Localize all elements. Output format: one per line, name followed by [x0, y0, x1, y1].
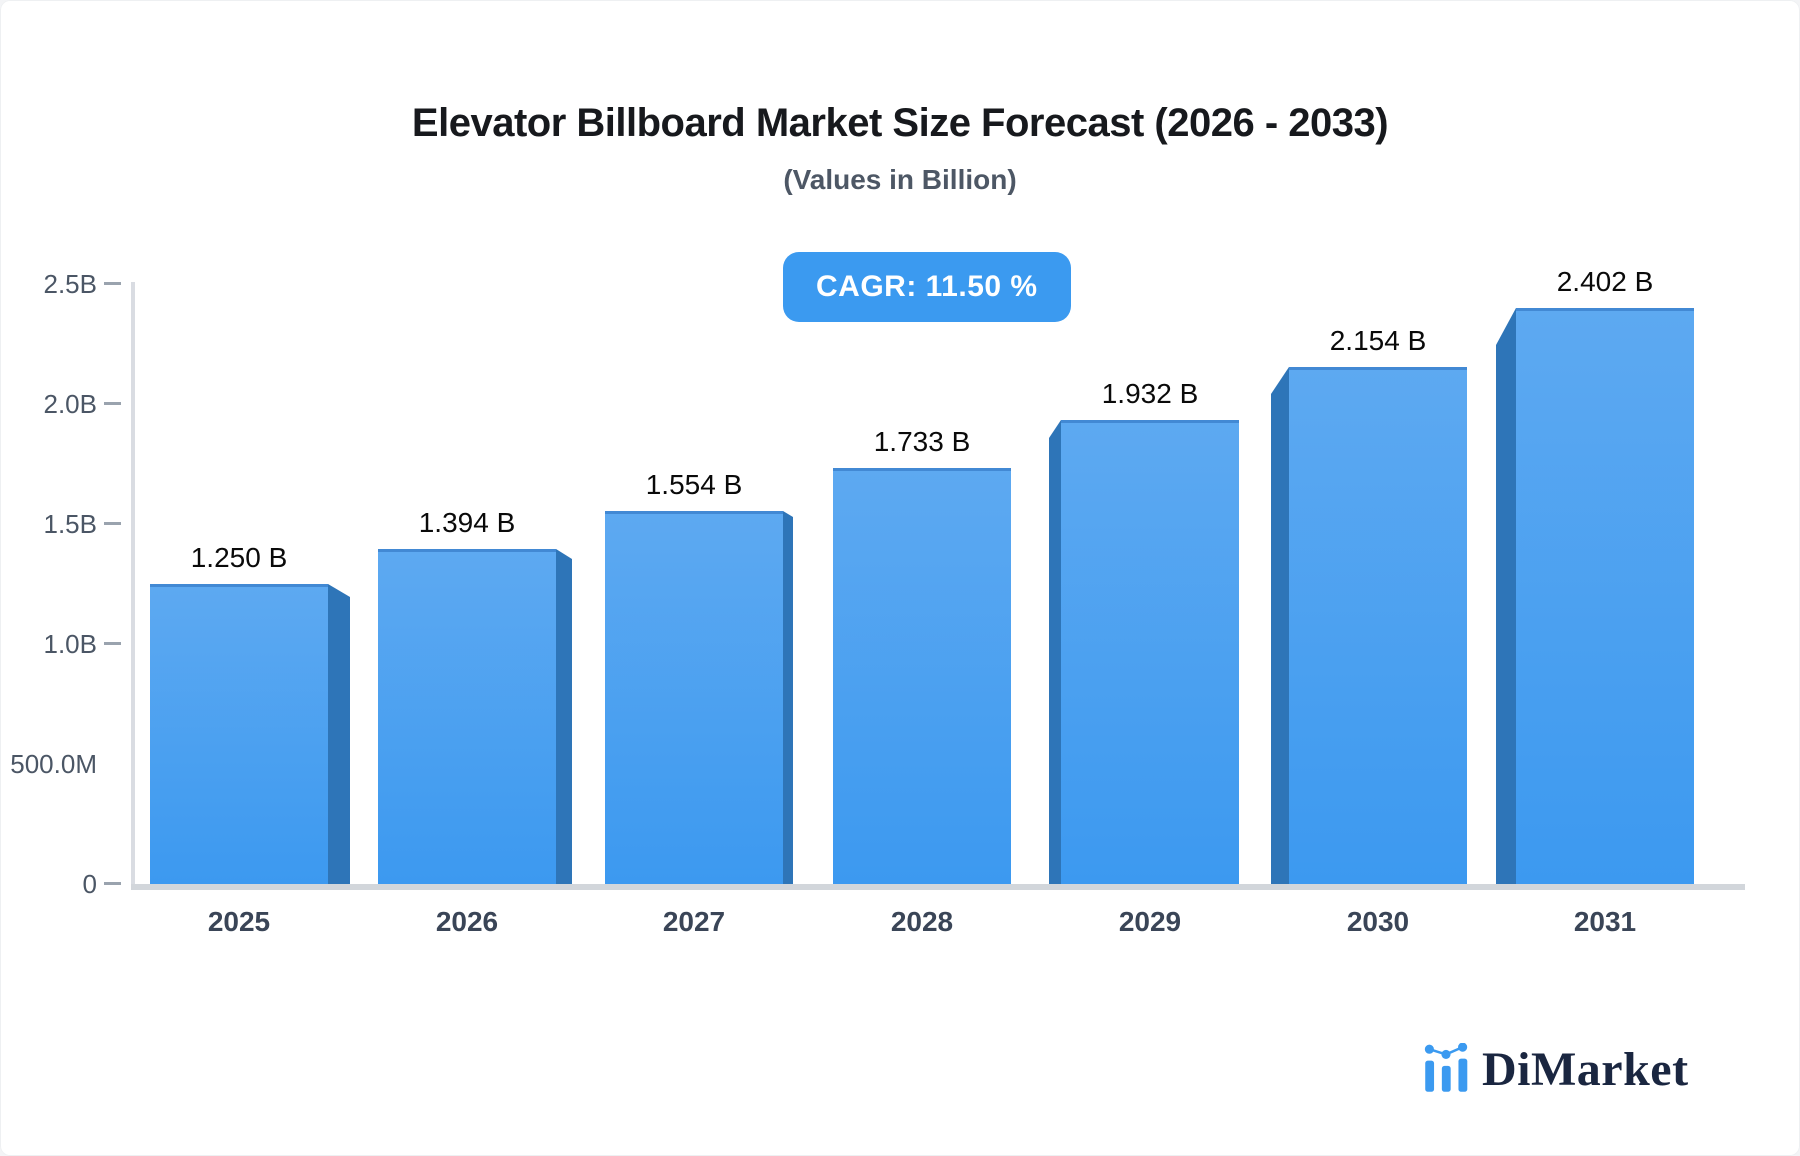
y-axis-tick — [104, 402, 121, 405]
bar-face — [1516, 308, 1694, 884]
bar-value-label: 1.394 B — [418, 507, 516, 538]
y-axis-label: 0 — [82, 869, 97, 899]
bar-face — [150, 584, 328, 884]
bar-value-label: 1.250 B — [190, 542, 288, 573]
bar-value-label: 1.733 B — [873, 426, 971, 457]
bar-value-label: 1.932 B — [1101, 378, 1199, 409]
bar-value-label: 2.154 B — [1329, 325, 1427, 356]
x-axis-label: 2028 — [890, 906, 954, 937]
bar-face — [605, 511, 783, 884]
y-axis-tick — [104, 522, 121, 525]
x-axis-label: 2029 — [1118, 906, 1182, 937]
bar-face — [833, 468, 1011, 884]
chart-subtitle: (Values in Billion) — [783, 164, 1017, 195]
logo-icon — [1424, 1042, 1468, 1092]
y-axis-line — [131, 282, 135, 890]
y-axis-label: 1.0B — [43, 629, 98, 659]
bar-value-label: 2.402 B — [1556, 266, 1654, 297]
x-axis-label: 2025 — [207, 906, 271, 937]
chart-title: Elevator Billboard Market Size Forecast … — [411, 101, 1389, 145]
bar-side-panel — [1271, 367, 1289, 884]
y-axis-tick — [104, 642, 121, 645]
cagr-badge: CAGR: 11.50 % — [783, 252, 1071, 322]
x-axis-label: 2031 — [1573, 906, 1637, 937]
bar-value-label: 1.554 B — [645, 469, 743, 500]
bar-side-panel — [783, 511, 793, 884]
brand-logo: DiMarket — [1422, 1042, 1689, 1097]
x-axis-label: 2026 — [435, 906, 499, 937]
y-axis-label: 500.0M — [10, 749, 97, 779]
bar-side-panel — [1049, 420, 1061, 884]
y-axis-label: 2.0B — [43, 389, 98, 419]
brand-name: DiMarket — [1482, 1043, 1689, 1096]
y-axis-tick — [104, 882, 121, 885]
bar-face — [378, 549, 556, 884]
bar-face — [1289, 367, 1467, 884]
bar-side-panel — [556, 549, 572, 884]
y-axis-label: 2.5B — [43, 269, 98, 299]
bar-side-panel — [1496, 308, 1516, 884]
x-axis-label: 2027 — [662, 906, 726, 937]
x-axis-line — [131, 884, 1745, 890]
y-axis-label: 1.5B — [43, 509, 98, 539]
y-axis-tick — [104, 282, 121, 285]
x-axis-label: 2030 — [1346, 906, 1410, 937]
bar-side-panel — [328, 584, 350, 884]
bar-face — [1061, 420, 1239, 884]
